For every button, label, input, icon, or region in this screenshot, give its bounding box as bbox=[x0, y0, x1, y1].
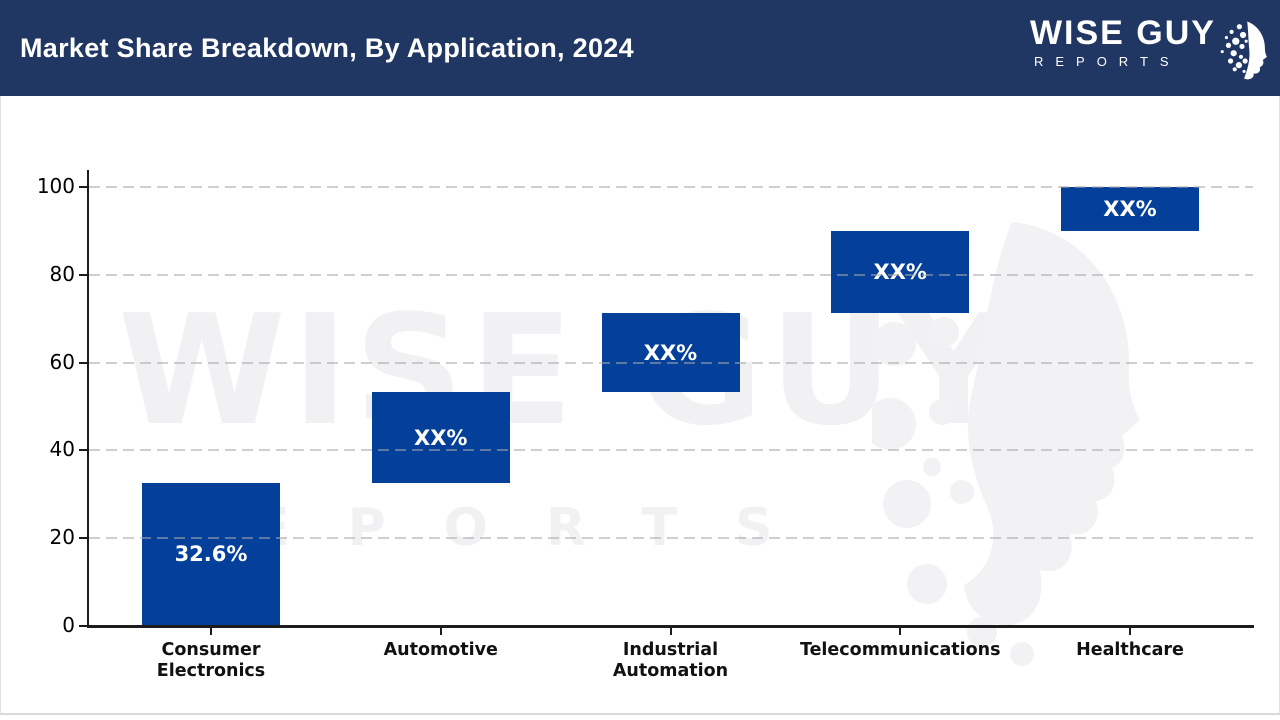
x-tick-label-line: Automation bbox=[612, 661, 729, 681]
bar: XX% bbox=[1061, 187, 1199, 232]
x-tick-label-line: Electronics bbox=[156, 661, 266, 681]
grid-line bbox=[89, 449, 1253, 452]
x-tick-label: Healthcare bbox=[1010, 640, 1250, 661]
x-tick-label-line: Automotive bbox=[383, 640, 498, 660]
x-tick-label-line: Healthcare bbox=[1076, 640, 1184, 660]
bar: XX% bbox=[371, 392, 510, 483]
y-tick-mark bbox=[79, 273, 88, 276]
x-tick-label: Automotive bbox=[321, 640, 561, 661]
y-tick-mark bbox=[79, 186, 88, 188]
y-tick-mark bbox=[79, 625, 88, 627]
x-axis-line bbox=[87, 625, 1254, 628]
bar-label: XX% bbox=[414, 425, 468, 450]
x-tick-label: Consumer Electronics bbox=[91, 640, 331, 682]
x-tick-mark bbox=[439, 628, 442, 635]
bar: 32.6% bbox=[142, 482, 280, 626]
bar: XX% bbox=[601, 313, 740, 393]
y-tick-label: 0 bbox=[62, 613, 75, 637]
y-tick-label: 40 bbox=[49, 437, 75, 462]
wiseguy-face-logo-icon bbox=[1220, 21, 1267, 80]
brand-subtitle: REPORTS bbox=[1033, 54, 1181, 69]
brand-wordmark: WISE GUY REPORTS bbox=[1030, 14, 1216, 69]
bar-label: XX% bbox=[643, 340, 698, 365]
bar-label: XX% bbox=[1103, 197, 1157, 222]
x-tick-label-line: Telecommunications bbox=[799, 640, 1001, 660]
grid-line bbox=[89, 537, 1253, 540]
grid-line bbox=[89, 361, 1253, 364]
y-tick-mark bbox=[79, 537, 88, 540]
y-axis-line bbox=[87, 170, 89, 628]
x-tick-mark bbox=[899, 628, 902, 635]
y-tick-label: 100 bbox=[36, 174, 75, 198]
x-tick-label: Industrial Automation bbox=[551, 640, 791, 682]
brand-name: WISE GUY bbox=[1029, 14, 1216, 52]
x-tick-mark bbox=[669, 628, 672, 635]
page-title: Market Share Breakdown, By Application, … bbox=[20, 32, 634, 63]
grid-line bbox=[89, 273, 1253, 276]
bar-label: XX% bbox=[873, 260, 927, 285]
x-tick-mark bbox=[1129, 628, 1131, 635]
grid-line bbox=[89, 186, 1253, 188]
x-tick-mark bbox=[210, 628, 212, 635]
header-bar: Market Share Breakdown, By Application, … bbox=[0, 0, 1280, 96]
y-tick-label: 80 bbox=[49, 261, 75, 286]
y-tick-mark bbox=[79, 361, 88, 364]
bar-label: 32.6% bbox=[174, 542, 248, 567]
y-tick-label: 60 bbox=[49, 349, 75, 374]
y-tick-mark bbox=[79, 449, 88, 452]
x-tick-label-line: Consumer bbox=[161, 640, 261, 660]
x-tick-label-line: Industrial bbox=[622, 640, 719, 660]
x-tick-label: Telecommunications bbox=[780, 640, 1020, 661]
y-tick-label: 20 bbox=[49, 525, 75, 550]
bar: XX% bbox=[831, 231, 970, 314]
